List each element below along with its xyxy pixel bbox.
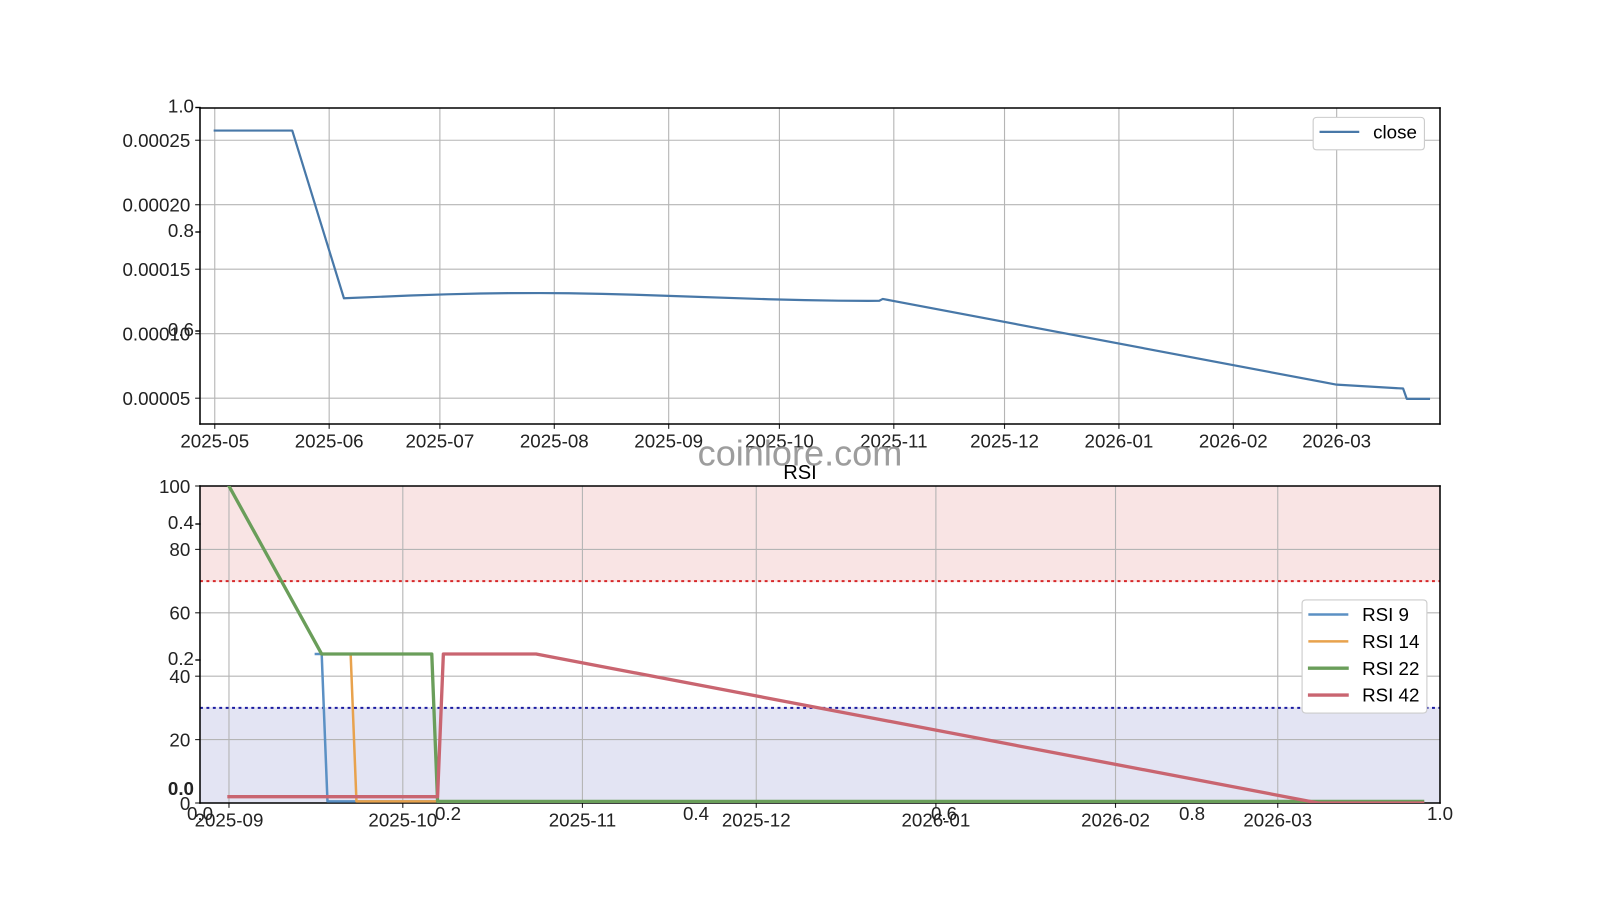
svg-text:close: close xyxy=(1373,121,1417,142)
svg-text:2025-12: 2025-12 xyxy=(970,430,1039,451)
svg-text:2025-07: 2025-07 xyxy=(405,430,474,451)
svg-text:RSI 42: RSI 42 xyxy=(1362,685,1419,706)
svg-text:2026-01: 2026-01 xyxy=(1085,430,1154,451)
svg-text:RSI 14: RSI 14 xyxy=(1362,631,1419,652)
svg-text:1.0: 1.0 xyxy=(1427,803,1453,824)
svg-text:1.0: 1.0 xyxy=(168,95,194,116)
svg-text:2025-05: 2025-05 xyxy=(180,430,249,451)
svg-text:80: 80 xyxy=(169,539,190,560)
svg-text:0.00015: 0.00015 xyxy=(122,259,190,280)
svg-text:0.8: 0.8 xyxy=(168,220,194,241)
svg-text:2026-02: 2026-02 xyxy=(1199,430,1268,451)
svg-text:2025-06: 2025-06 xyxy=(295,430,364,451)
svg-text:40: 40 xyxy=(169,666,190,687)
svg-text:60: 60 xyxy=(169,603,190,624)
svg-text:0.8: 0.8 xyxy=(1179,803,1205,824)
svg-text:coinlore.com: coinlore.com xyxy=(698,433,903,474)
svg-text:2025-09: 2025-09 xyxy=(634,430,703,451)
svg-text:0.0: 0.0 xyxy=(168,778,194,799)
svg-text:0.00005: 0.00005 xyxy=(122,388,190,409)
svg-text:0.4: 0.4 xyxy=(683,803,709,824)
svg-text:0.00025: 0.00025 xyxy=(122,130,190,151)
svg-text:0.6: 0.6 xyxy=(931,803,957,824)
svg-text:0.0: 0.0 xyxy=(187,803,213,824)
svg-text:2025-11: 2025-11 xyxy=(549,809,616,830)
svg-text:0.6: 0.6 xyxy=(168,319,194,340)
svg-text:2026-03: 2026-03 xyxy=(1243,809,1312,830)
svg-text:0.4: 0.4 xyxy=(168,512,194,533)
svg-text:2025-10: 2025-10 xyxy=(368,809,437,830)
svg-text:2026-03: 2026-03 xyxy=(1302,430,1371,451)
svg-text:RSI 22: RSI 22 xyxy=(1362,658,1419,679)
svg-text:2025-12: 2025-12 xyxy=(722,809,791,830)
svg-text:0.00020: 0.00020 xyxy=(122,195,190,216)
svg-text:2025-08: 2025-08 xyxy=(520,430,589,451)
svg-text:2026-02: 2026-02 xyxy=(1081,809,1150,830)
svg-text:20: 20 xyxy=(169,729,190,750)
svg-text:0.2: 0.2 xyxy=(168,648,194,669)
svg-text:0.2: 0.2 xyxy=(435,803,461,824)
svg-text:RSI 9: RSI 9 xyxy=(1362,604,1409,625)
svg-text:100: 100 xyxy=(159,476,190,497)
